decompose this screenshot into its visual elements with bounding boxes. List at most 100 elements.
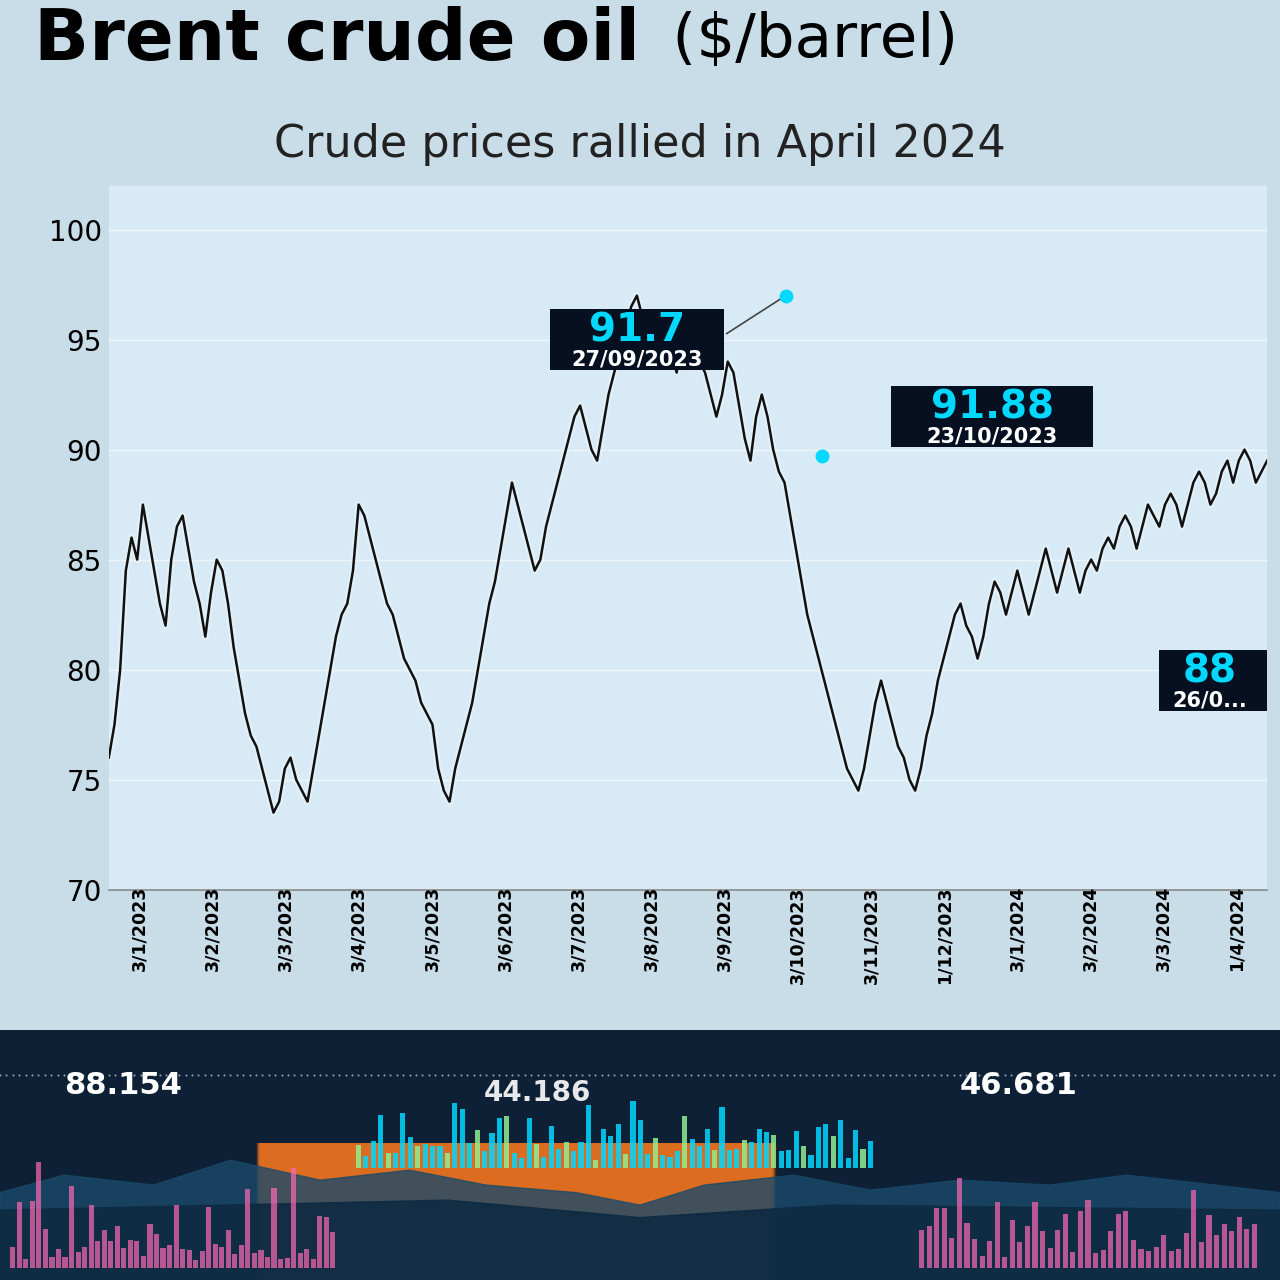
Bar	[256, 1143, 768, 1280]
Bar	[330, 1231, 335, 1267]
Bar	[356, 1146, 361, 1167]
Text: 3/1/2024: 3/1/2024	[1009, 886, 1027, 972]
Bar	[50, 1257, 55, 1267]
Bar	[735, 1148, 740, 1167]
Bar	[260, 1143, 772, 1280]
Text: 3/10/2023: 3/10/2023	[788, 886, 806, 983]
Bar	[756, 1129, 762, 1167]
Bar	[305, 1249, 310, 1267]
Bar	[698, 1147, 703, 1167]
Bar	[257, 1143, 769, 1280]
Bar	[284, 1258, 289, 1267]
Bar	[1244, 1229, 1249, 1267]
Bar	[128, 1240, 133, 1267]
Text: Brent crude oil: Brent crude oil	[33, 6, 640, 76]
Bar	[101, 1230, 106, 1267]
Bar	[475, 1130, 480, 1167]
Bar	[259, 1251, 264, 1267]
Bar	[594, 1160, 599, 1167]
Bar	[257, 1143, 769, 1280]
Bar	[557, 1149, 562, 1167]
Bar	[232, 1254, 237, 1267]
Text: 3/8/2023: 3/8/2023	[643, 886, 660, 972]
Bar	[1192, 1190, 1197, 1267]
Bar	[704, 1129, 709, 1167]
Bar	[964, 1222, 969, 1267]
Text: 27/09/2023: 27/09/2023	[572, 349, 703, 370]
Bar	[1252, 1224, 1257, 1267]
Bar	[838, 1120, 844, 1167]
Bar	[265, 1143, 777, 1280]
Bar	[682, 1116, 687, 1167]
Bar	[264, 1143, 776, 1280]
Bar	[1062, 1213, 1068, 1267]
Bar	[262, 1143, 774, 1280]
Bar	[571, 1152, 576, 1167]
Bar	[600, 1129, 605, 1167]
Bar	[324, 1217, 329, 1267]
Bar	[504, 1116, 509, 1167]
Text: 46.681: 46.681	[960, 1071, 1078, 1100]
Bar	[261, 1143, 773, 1280]
Bar	[23, 1258, 28, 1267]
Bar	[460, 1108, 465, 1167]
Bar	[264, 1143, 776, 1280]
Text: 23/10/2023: 23/10/2023	[927, 426, 1057, 447]
Bar	[623, 1155, 628, 1167]
Bar	[187, 1251, 192, 1267]
Bar	[534, 1144, 539, 1167]
Text: ($/barrel): ($/barrel)	[653, 12, 957, 70]
Bar	[772, 1135, 777, 1167]
Bar	[261, 1143, 773, 1280]
Bar	[1018, 1243, 1023, 1267]
Bar	[95, 1240, 100, 1267]
Bar	[1176, 1249, 1181, 1267]
Bar	[1124, 1211, 1129, 1267]
Bar	[927, 1226, 932, 1267]
Bar	[995, 1202, 1000, 1267]
Bar	[166, 1245, 172, 1267]
Bar	[422, 1144, 428, 1167]
Text: 3/3/2023: 3/3/2023	[276, 886, 294, 972]
Bar	[36, 1162, 41, 1267]
Bar	[262, 1143, 774, 1280]
Bar	[291, 1167, 296, 1267]
Bar	[815, 1128, 820, 1167]
Bar	[987, 1242, 992, 1267]
Bar	[256, 1143, 768, 1280]
Bar	[212, 1244, 218, 1267]
Bar	[256, 1143, 768, 1280]
Bar	[264, 1143, 776, 1280]
Bar	[262, 1143, 774, 1280]
Bar	[271, 1188, 276, 1267]
Bar	[1078, 1211, 1083, 1267]
Bar	[63, 1257, 68, 1267]
Bar	[266, 1143, 778, 1280]
Bar	[1146, 1251, 1151, 1267]
Bar	[957, 1178, 963, 1267]
Bar	[265, 1143, 777, 1280]
Bar	[1199, 1243, 1204, 1267]
Bar	[265, 1143, 777, 1280]
Bar	[786, 1151, 791, 1167]
Bar	[239, 1245, 244, 1267]
Bar	[630, 1102, 635, 1167]
Bar	[1041, 1230, 1046, 1267]
Bar	[1070, 1252, 1075, 1267]
Bar	[262, 1143, 774, 1280]
Text: 3/6/2023: 3/6/2023	[497, 886, 515, 972]
Bar	[261, 1143, 773, 1280]
Text: 1/4/2024: 1/4/2024	[1228, 886, 1245, 972]
Bar	[1213, 1235, 1219, 1267]
Bar	[261, 1143, 773, 1280]
Bar	[393, 1153, 398, 1167]
Bar	[778, 1151, 783, 1167]
Bar	[489, 1133, 494, 1167]
Text: 3/7/2023: 3/7/2023	[570, 886, 588, 972]
Text: Crude prices rallied in April 2024: Crude prices rallied in April 2024	[274, 123, 1006, 166]
Bar	[1033, 1202, 1038, 1267]
Bar	[445, 1153, 451, 1167]
Bar	[260, 1143, 772, 1280]
Bar	[712, 1149, 717, 1167]
Bar	[260, 1143, 772, 1280]
